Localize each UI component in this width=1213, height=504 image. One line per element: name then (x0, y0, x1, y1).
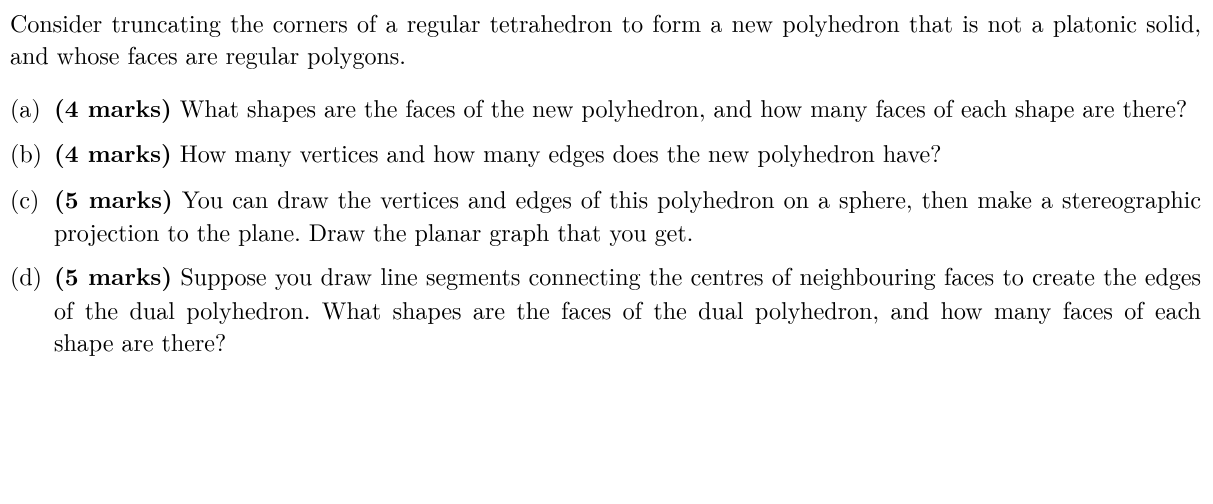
part-body: (4 marks) What shapes are the faces of t… (54, 91, 1201, 124)
part-body: (5 marks) Suppose you draw line segments… (54, 259, 1201, 357)
question-part-a: (a) (4 marks) What shapes are the faces … (10, 91, 1201, 124)
question-part-c: (c) (5 marks) You can draw the vertices … (10, 182, 1201, 248)
part-marks: (5 marks) (54, 182, 173, 216)
part-label: (a) (10, 91, 54, 124)
question-part-b: (b) (4 marks) How many vertices and how … (10, 136, 1201, 169)
part-label: (c) (10, 182, 54, 248)
part-label: (b) (10, 136, 54, 169)
part-marks: (4 marks) (54, 136, 172, 170)
part-marks: (5 marks) (54, 259, 172, 293)
part-text: You can draw the vertices and edges of t… (54, 181, 1201, 248)
part-text: How many vertices and how many edges doe… (172, 135, 942, 169)
question-intro: Consider truncating the corners of a reg… (10, 6, 1201, 71)
part-body: (5 marks) You can draw the vertices and … (54, 182, 1201, 248)
question-part-d: (d) (5 marks) Suppose you draw line segm… (10, 259, 1201, 357)
part-marks: (4 marks) (54, 91, 172, 125)
exam-question-page: Consider truncating the corners of a reg… (0, 0, 1213, 504)
part-label: (d) (10, 259, 54, 357)
part-text: Suppose you draw line segments connectin… (54, 258, 1201, 358)
part-body: (4 marks) How many vertices and how many… (54, 136, 1201, 169)
part-text: What shapes are the faces of the new pol… (172, 90, 1188, 124)
